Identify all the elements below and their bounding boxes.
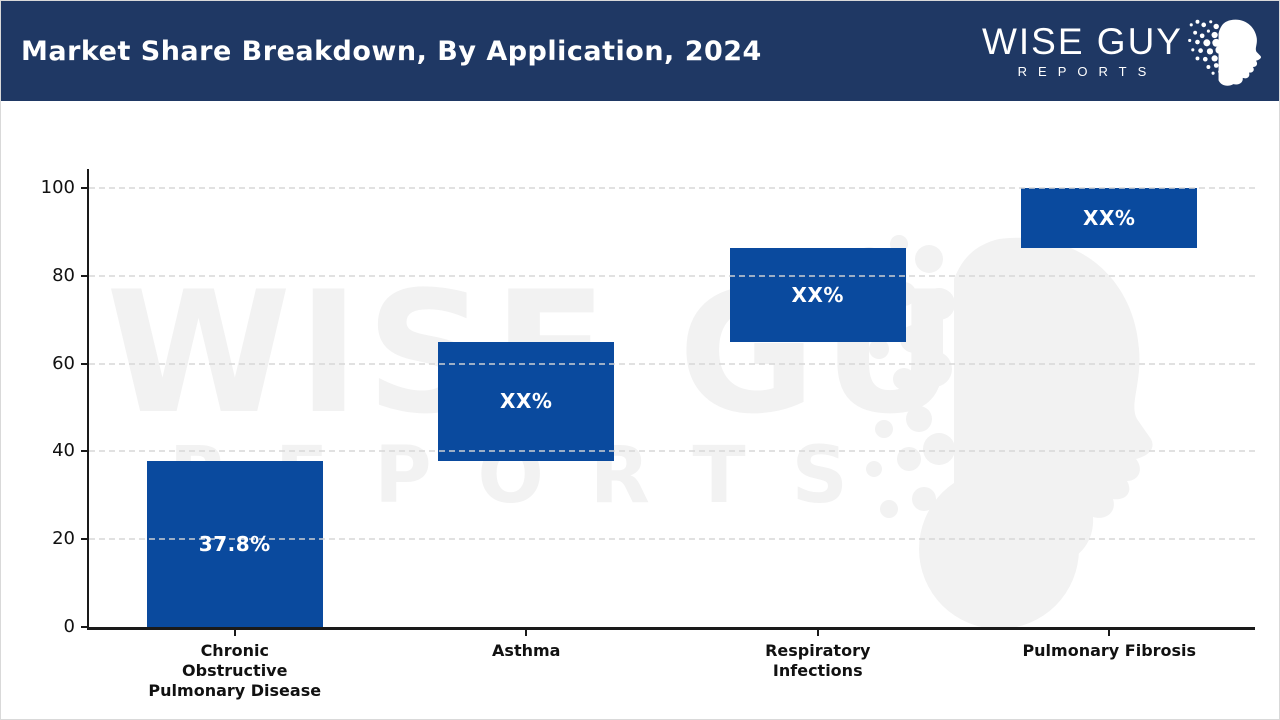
- bar-value-label: XX%: [791, 282, 844, 307]
- y-tick-label: 60: [52, 352, 75, 374]
- y-gridline: [89, 450, 1255, 453]
- x-category-label: Respiratory Infections: [765, 641, 871, 680]
- x-category-label: Chronic Obstructive Pulmonary Disease: [148, 641, 322, 700]
- waterfall-bar: [146, 461, 323, 627]
- x-axis-line: [87, 627, 1255, 630]
- x-tick-mark: [525, 630, 528, 636]
- wiseguy-logo: WISE GUY REPORTS: [982, 7, 1263, 95]
- page-title: Market Share Breakdown, By Application, …: [21, 35, 762, 67]
- y-tick-mark: [81, 362, 87, 365]
- y-gridline: [89, 274, 1255, 277]
- bar-value-label: 37.8%: [198, 532, 271, 557]
- bar-value-label: XX%: [1083, 206, 1136, 231]
- y-tick-mark: [81, 450, 87, 453]
- y-tick-label: 100: [40, 177, 75, 198]
- y-gridline: [89, 538, 1255, 541]
- y-axis-line: [87, 169, 89, 629]
- y-tick-label: 40: [52, 440, 75, 462]
- waterfall-bar: [729, 248, 906, 342]
- logo-wordmark: WISE GUY: [981, 20, 1183, 62]
- logo-text: WISE GUY REPORTS: [981, 20, 1183, 80]
- y-tick-mark: [81, 538, 87, 541]
- y-gridline: [89, 362, 1255, 365]
- x-tick-mark: [233, 630, 236, 636]
- y-tick-mark: [81, 626, 87, 628]
- x-category-label: Pulmonary Fibrosis: [1022, 641, 1197, 660]
- y-gridline: [89, 187, 1255, 189]
- y-tick-mark: [81, 187, 87, 189]
- y-tick-label: 0: [63, 616, 75, 637]
- bar-value-label: XX%: [500, 389, 553, 414]
- y-tick-mark: [81, 274, 87, 277]
- waterfall-bar: [1021, 188, 1198, 249]
- x-tick-mark: [816, 630, 819, 636]
- logo-subtitle: REPORTS: [1017, 63, 1158, 79]
- x-tick-mark: [1108, 630, 1111, 636]
- x-category-label: Asthma: [492, 641, 561, 660]
- header-bar: Market Share Breakdown, By Application, …: [1, 1, 1279, 101]
- waterfall-bar: [438, 341, 615, 462]
- y-tick-label: 20: [52, 528, 75, 550]
- logo-face-icon: [1188, 19, 1262, 86]
- y-tick-label: 80: [52, 264, 75, 286]
